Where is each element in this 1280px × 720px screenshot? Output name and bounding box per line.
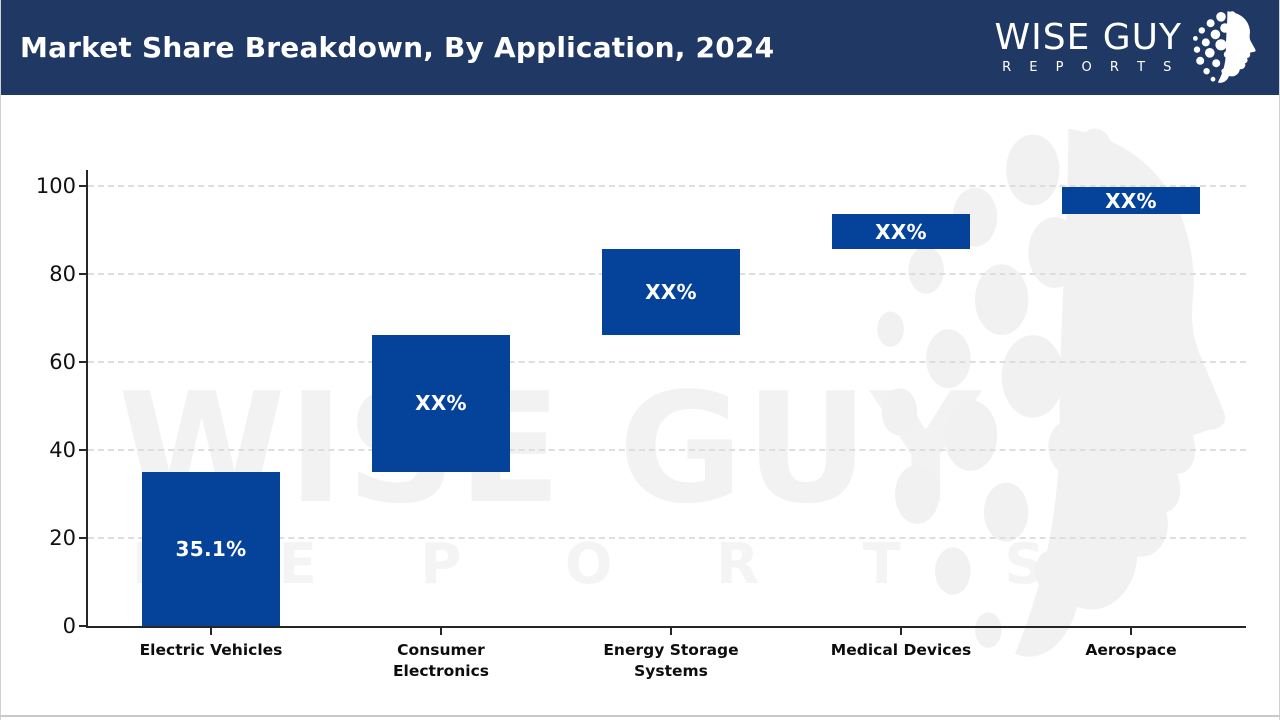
brand-head-icon xyxy=(1193,10,1256,83)
bar-value-label-5: XX% xyxy=(1105,188,1157,213)
y-tick-label-40: 40 xyxy=(49,438,76,462)
y-tick-label-60: 60 xyxy=(49,350,76,374)
x-category-label-line: Aerospace xyxy=(1085,641,1177,659)
x-category-label-1: Electric Vehicles xyxy=(106,640,316,661)
chart-area: WISE GUY R E P O R T S 0 20 40 60 80 100 35.1%… xyxy=(0,95,1280,717)
header-bar: Market Share Breakdown, By Application, … xyxy=(0,0,1280,95)
bar-5: XX% xyxy=(1062,186,1200,215)
y-tick-80 xyxy=(79,273,86,275)
x-category-label-5: Aerospace xyxy=(1026,640,1236,661)
gridline-100 xyxy=(88,185,1246,187)
x-tick-4 xyxy=(900,628,902,635)
x-tick-1 xyxy=(210,628,212,635)
y-tick-label-80: 80 xyxy=(49,262,76,286)
bar-3: XX% xyxy=(602,248,740,336)
brand-logo: WISE GUY R E P O R T S xyxy=(995,8,1263,88)
page-bottom-border xyxy=(0,715,1280,717)
bar-value-label-2: XX% xyxy=(415,391,467,416)
y-tick-40 xyxy=(79,449,86,451)
brand-name: WISE GUY xyxy=(994,17,1182,58)
y-tick-60 xyxy=(79,361,86,363)
x-category-label-2: Consumer Electronics xyxy=(336,640,546,682)
y-tick-0 xyxy=(79,625,86,627)
y-tick-label-0: 0 xyxy=(62,614,76,638)
x-tick-2 xyxy=(440,628,442,635)
x-category-label-line: Medical Devices xyxy=(830,641,972,659)
x-category-label-line: Consumer xyxy=(397,641,485,659)
x-category-label-line: Electronics xyxy=(392,661,490,680)
x-category-label-line: Systems xyxy=(634,661,708,680)
page-title: Market Share Breakdown, By Application, … xyxy=(20,31,775,64)
x-tick-5 xyxy=(1130,628,1132,635)
gridline-40 xyxy=(88,449,1246,451)
bar-value-label-4: XX% xyxy=(875,219,927,244)
bar-value-label-1: 35.1% xyxy=(175,536,247,561)
y-tick-label-100: 100 xyxy=(35,174,76,198)
brand-subname: R E P O R T S xyxy=(1002,60,1179,75)
gridline-20 xyxy=(88,537,1246,539)
x-category-label-3: Energy Storage Systems xyxy=(566,640,776,682)
y-tick-label-20: 20 xyxy=(49,526,76,550)
x-category-label-line: Electric Vehicles xyxy=(139,641,283,659)
bar-2: XX% xyxy=(372,335,510,472)
brand-logo-text: WISE GUY R E P O R T S xyxy=(994,17,1183,76)
y-tick-100 xyxy=(79,185,86,187)
y-axis-line xyxy=(86,170,88,628)
bar-1: 35.1% xyxy=(142,471,280,626)
x-tick-3 xyxy=(670,628,672,635)
x-category-label-line: Energy Storage xyxy=(603,641,739,659)
y-tick-20 xyxy=(79,537,86,539)
gridline-60 xyxy=(88,361,1246,363)
bar-value-label-3: XX% xyxy=(645,280,697,305)
x-axis-line xyxy=(86,626,1246,628)
x-category-label-4: Medical Devices xyxy=(796,640,1006,661)
bar-4: XX% xyxy=(832,214,970,249)
